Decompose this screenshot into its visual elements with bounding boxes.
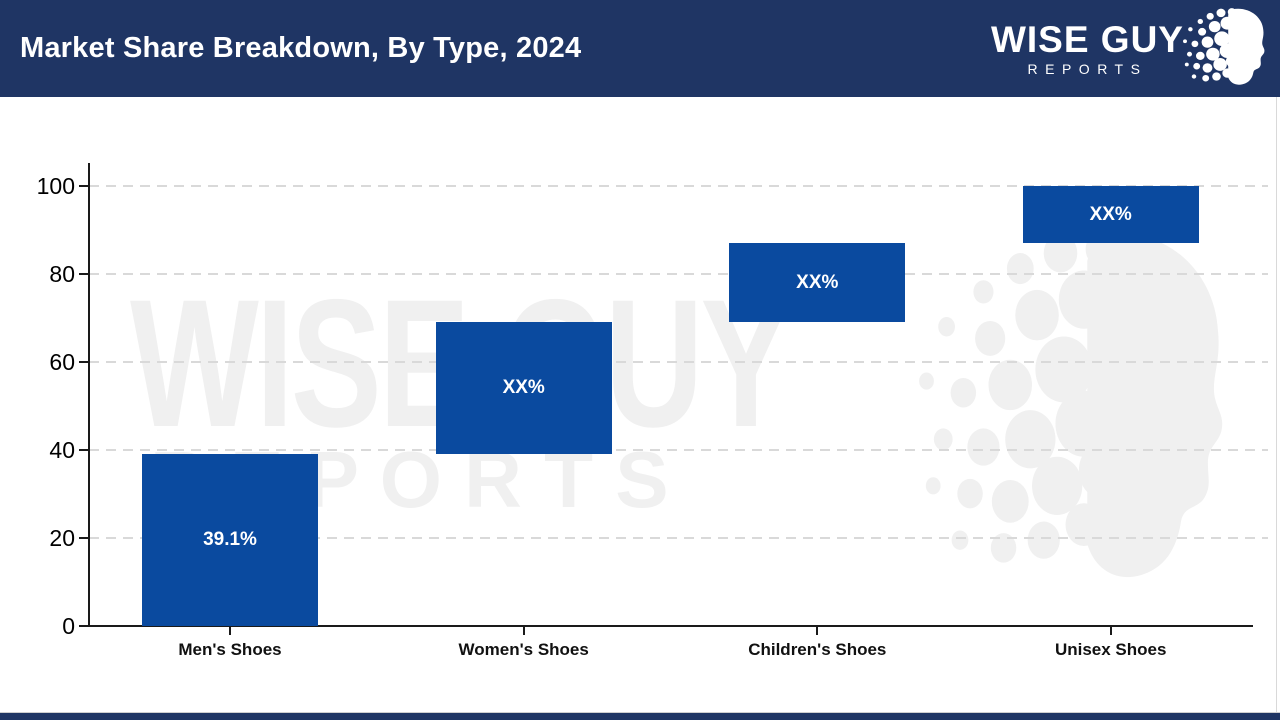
face-dot	[1043, 233, 1078, 273]
logo-wordmark: WISE GUY	[990, 18, 1184, 60]
footer-bar	[0, 713, 1280, 720]
y-tick-mark-0	[79, 625, 88, 627]
face-dot	[1212, 71, 1221, 81]
x-tick-mark-women-s-shoes	[522, 627, 525, 635]
face-dot	[1186, 51, 1193, 57]
face-dot	[925, 477, 941, 495]
face-dot	[1027, 521, 1060, 559]
bar-children-s-shoes: XX%	[729, 243, 906, 323]
face-dot	[1015, 289, 1059, 341]
wiseguy-logo: WISE GUY REPORTS	[991, 6, 1266, 92]
y-tick-label-80: 80	[49, 261, 75, 287]
face-dot	[990, 533, 1017, 563]
bar-value-label-children-s-shoes: XX%	[796, 271, 839, 293]
bar-value-label-men-s-shoes: 39.1%	[203, 528, 257, 550]
face-dot	[1032, 456, 1083, 515]
face-dot	[1006, 253, 1034, 285]
face-dot	[1216, 8, 1226, 17]
bar-value-label-women-s-shoes: XX%	[502, 377, 545, 399]
face-dot	[1201, 36, 1214, 48]
face-dot	[1213, 57, 1227, 71]
y-tick-mark-60	[79, 361, 88, 363]
header: Market Share Breakdown, By Type, 2024 WI…	[0, 0, 1280, 97]
face-dot	[919, 372, 934, 390]
face-dot	[938, 317, 955, 337]
face-profile	[1087, 234, 1223, 578]
y-tick-label-60: 60	[49, 349, 75, 375]
face-dot	[1195, 51, 1205, 60]
watermark-face-icon	[919, 231, 1223, 578]
x-tick-mark-unisex-shoes	[1109, 627, 1112, 635]
face-dot	[973, 280, 994, 304]
x-category-label-children-s-shoes: Children's Shoes	[748, 640, 887, 659]
x-category-label-men-s-shoes: Men's Shoes	[178, 640, 282, 659]
gridline-20	[89, 537, 1268, 539]
face-dot	[1183, 38, 1187, 43]
page-title: Market Share Breakdown, By Type, 2024	[20, 32, 582, 64]
y-tick-mark-20	[79, 537, 88, 539]
y-tick-label-100: 100	[36, 173, 75, 199]
face-dot	[1184, 62, 1189, 66]
y-tick-mark-100	[79, 185, 88, 187]
gridline-80	[89, 273, 1268, 275]
face-dot	[1214, 30, 1230, 46]
face-dot	[1191, 40, 1199, 47]
face-dot	[1206, 12, 1214, 20]
x-tick-mark-men-s-shoes	[229, 627, 231, 635]
y-axis-line	[88, 163, 90, 627]
y-tick-mark-80	[79, 273, 88, 275]
y-tick-mark-40	[79, 449, 88, 451]
face-dot	[1202, 74, 1210, 82]
face-dot	[1005, 410, 1056, 469]
face-dot	[1208, 20, 1221, 32]
face-dot	[1035, 336, 1093, 403]
face-dot	[991, 480, 1029, 523]
bar-men-s-shoes: 39.1%	[142, 453, 318, 626]
y-tick-label-0: 0	[62, 613, 75, 639]
face-dot	[988, 359, 1033, 411]
face-dot	[1202, 62, 1213, 73]
y-tick-label-40: 40	[49, 437, 75, 463]
face-profile	[1228, 8, 1265, 85]
right-border-line	[1276, 97, 1277, 713]
face-dot	[957, 478, 983, 509]
x-category-label-unisex-shoes: Unisex Shoes	[1054, 640, 1167, 659]
logo-text: WISE GUY REPORTS	[991, 21, 1184, 77]
footer-divider	[0, 712, 1280, 713]
face-dot	[1191, 73, 1197, 79]
y-tick-label-20: 20	[49, 525, 75, 551]
x-axis-line	[88, 625, 1253, 627]
x-category-label-women-s-shoes: Women's Shoes	[458, 640, 589, 659]
bar-unisex-shoes: XX%	[1022, 186, 1199, 244]
wiseguy-face-icon	[1183, 7, 1265, 85]
face-dot	[933, 428, 953, 451]
face-dot	[1206, 47, 1220, 61]
gridline-40	[89, 449, 1268, 451]
logo-subtext: REPORTS	[1027, 60, 1148, 77]
face-dot	[950, 377, 977, 408]
face-dot	[1188, 26, 1193, 31]
bar-women-s-shoes: XX%	[435, 322, 612, 454]
face-dot	[1197, 18, 1203, 24]
face-dot	[1198, 27, 1207, 36]
bar-value-label-unisex-shoes: XX%	[1089, 203, 1132, 225]
face-dot	[975, 320, 1006, 356]
gridline-100	[89, 185, 1268, 187]
face-dot	[1193, 62, 1201, 69]
face-dot	[951, 530, 969, 550]
x-tick-mark-children-s-shoes	[816, 627, 819, 635]
gridline-60	[89, 361, 1268, 363]
face-dot	[967, 428, 1000, 466]
